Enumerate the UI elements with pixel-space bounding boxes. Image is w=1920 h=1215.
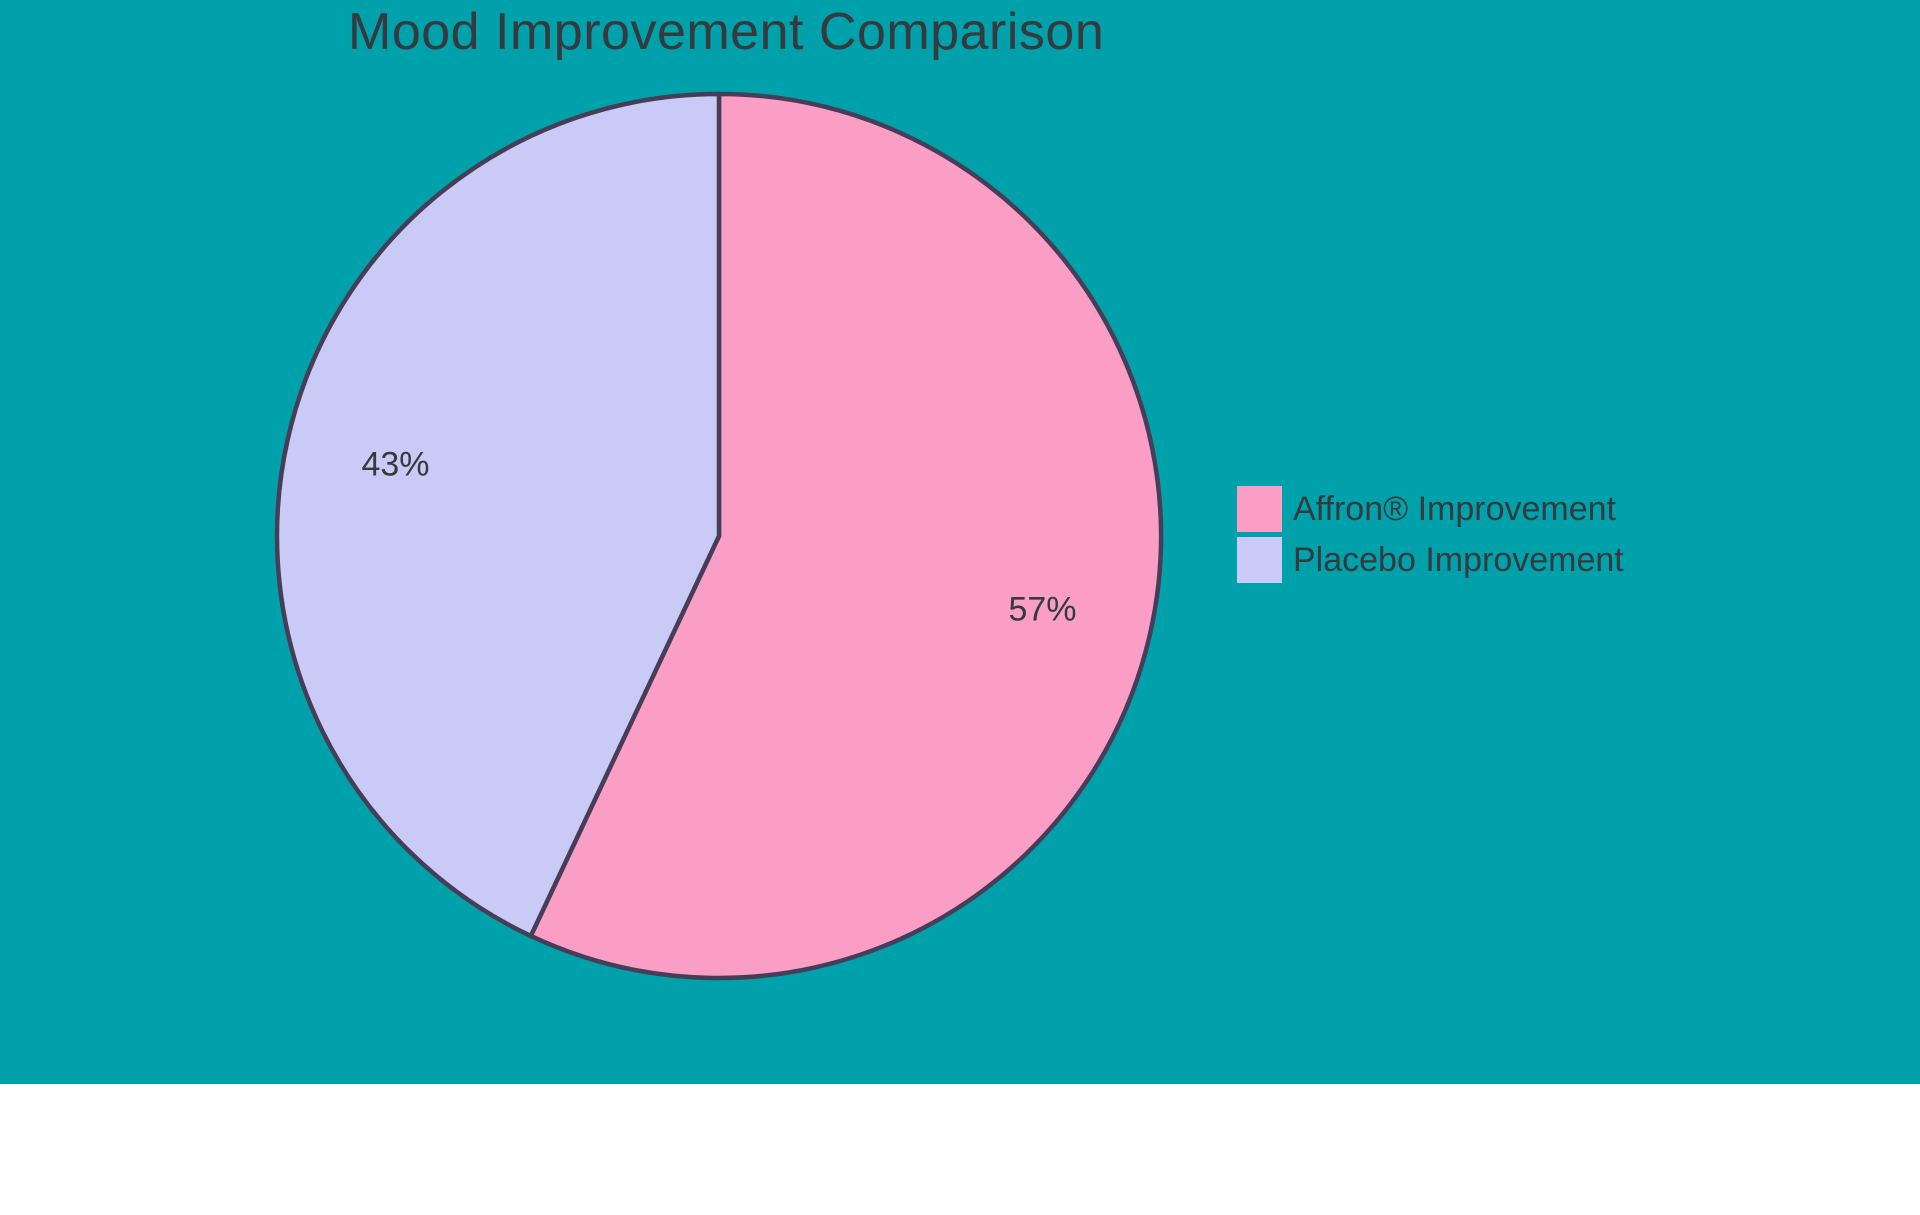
chart-title: Mood Improvement Comparison bbox=[348, 3, 1105, 61]
pie-slice-value-label-0: 57% bbox=[1008, 590, 1076, 628]
legend-label-affron: Affron® Improvement bbox=[1293, 489, 1616, 528]
pie-slice-0 bbox=[528, 91, 1164, 981]
legend: Affron® Improvement Placebo Improvement bbox=[1237, 486, 1624, 583]
pie-slice-value-label-1: 43% bbox=[361, 446, 429, 484]
legend-label-placebo: Placebo Improvement bbox=[1293, 540, 1624, 579]
legend-item-placebo: Placebo Improvement bbox=[1237, 537, 1624, 583]
legend-item-affron: Affron® Improvement bbox=[1237, 486, 1624, 532]
legend-swatch-placebo bbox=[1237, 537, 1282, 583]
chart-canvas: Mood Improvement Comparison 57% 43% Affro… bbox=[0, 0, 1920, 1084]
pie-slice-1 bbox=[274, 91, 722, 939]
pie-chart-svg: 57% 43% bbox=[274, 91, 1164, 981]
legend-swatch-affron bbox=[1237, 486, 1282, 532]
bottom-whitespace bbox=[0, 1084, 1920, 1215]
